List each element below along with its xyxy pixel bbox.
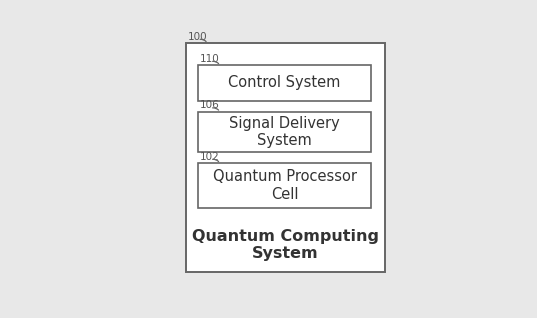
FancyBboxPatch shape [186,43,386,272]
Text: 102: 102 [200,152,220,162]
Text: 100: 100 [188,32,207,42]
Text: Control System: Control System [228,75,341,90]
Text: 106: 106 [200,100,220,110]
Text: Quantum Processor
Cell: Quantum Processor Cell [213,169,357,202]
FancyBboxPatch shape [198,112,371,152]
Text: 110: 110 [200,54,220,64]
Text: Quantum Computing
System: Quantum Computing System [192,229,379,261]
FancyBboxPatch shape [198,163,371,208]
Text: Signal Delivery
System: Signal Delivery System [229,116,340,148]
FancyBboxPatch shape [198,65,371,100]
